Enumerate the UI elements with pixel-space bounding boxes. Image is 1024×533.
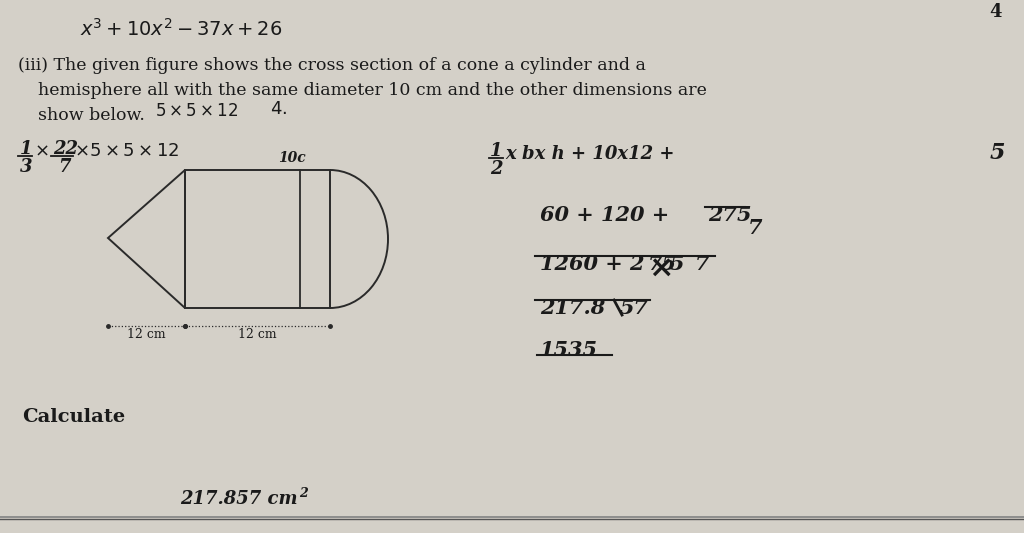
Text: 275: 275 <box>708 205 752 225</box>
Text: $\times 5\times5\times12$: $\times 5\times5\times12$ <box>74 142 179 160</box>
Text: 10c: 10c <box>278 151 306 165</box>
Text: Calculate: Calculate <box>22 408 125 426</box>
Text: 3: 3 <box>20 158 33 176</box>
Text: (iii) The given figure shows the cross section of a cone a cylinder and a: (iii) The given figure shows the cross s… <box>18 57 646 74</box>
Text: 57: 57 <box>620 298 649 318</box>
Text: 1260 + 2: 1260 + 2 <box>540 254 644 274</box>
Text: 12 cm: 12 cm <box>127 328 166 341</box>
Text: ⨯: ⨯ <box>648 254 674 285</box>
Text: hemisphere all with the same diameter 10 cm and the other dimensions are: hemisphere all with the same diameter 10… <box>38 82 707 99</box>
Text: $5\times5\times12$: $5\times5\times12$ <box>155 103 239 120</box>
Text: 5: 5 <box>670 254 684 274</box>
Text: $x^3+10x^2-37x+26$: $x^3+10x^2-37x+26$ <box>80 18 283 40</box>
Text: $\times$: $\times$ <box>34 142 48 160</box>
Text: x bx h + 10x12 +: x bx h + 10x12 + <box>505 145 675 163</box>
Text: 1: 1 <box>490 142 503 160</box>
Text: 7: 7 <box>58 158 71 176</box>
Text: 217.857 cm: 217.857 cm <box>180 490 298 508</box>
Bar <box>185 170 330 308</box>
Text: 2: 2 <box>490 160 503 178</box>
Text: 12 cm: 12 cm <box>239 328 276 341</box>
Text: 75: 75 <box>648 254 677 274</box>
Text: 4: 4 <box>989 3 1002 21</box>
Text: 22: 22 <box>53 140 78 158</box>
Text: 60 + 120 +: 60 + 120 + <box>540 205 670 225</box>
Text: 1: 1 <box>20 140 33 158</box>
Text: 5: 5 <box>990 142 1006 164</box>
Text: 7: 7 <box>695 254 710 274</box>
Text: 7: 7 <box>748 218 763 238</box>
Text: $4.$: $4.$ <box>270 100 287 118</box>
Text: show below.: show below. <box>38 107 144 124</box>
Text: 1535: 1535 <box>540 340 598 360</box>
Text: 2: 2 <box>299 487 308 500</box>
Text: 217.8: 217.8 <box>540 298 605 318</box>
